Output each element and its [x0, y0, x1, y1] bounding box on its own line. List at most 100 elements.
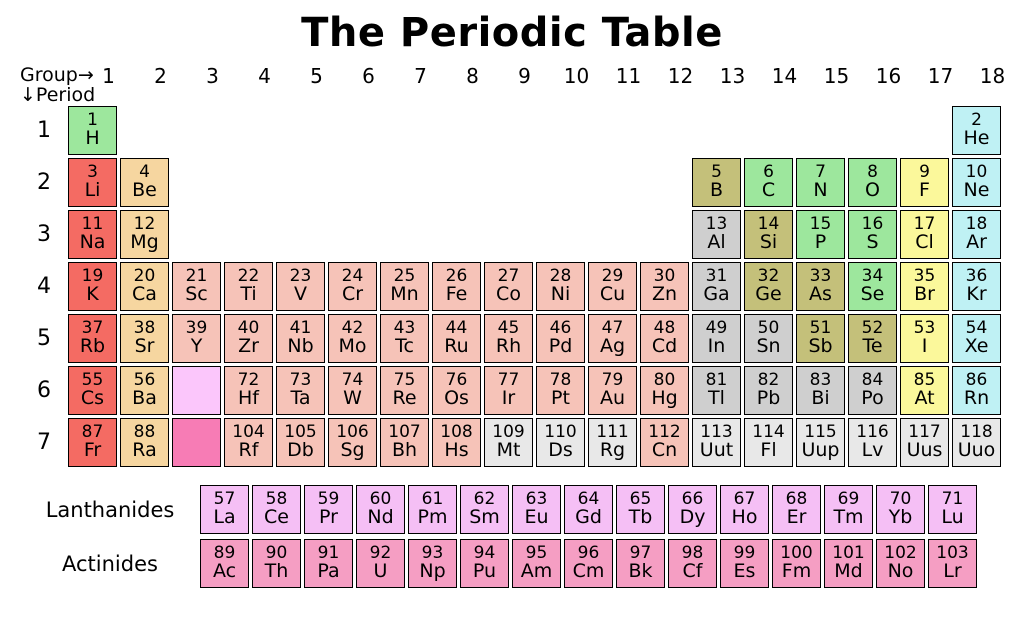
element-symbol: Sg: [340, 441, 364, 461]
period-number: 5: [20, 314, 68, 363]
empty-cell: [328, 210, 377, 259]
element-cell: 115Uup: [796, 418, 845, 467]
element-cell: 37Rb: [68, 314, 117, 363]
element-cell: 102No: [876, 539, 925, 588]
element-cell: 57La: [200, 485, 249, 534]
element-symbol: Dy: [680, 508, 706, 528]
element-symbol: Po: [861, 389, 883, 409]
element-cell: 34Se: [848, 262, 897, 311]
element-symbol: V: [294, 285, 307, 305]
element-cell: 117Uus: [900, 418, 949, 467]
element-cell: 106Sg: [328, 418, 377, 467]
element-symbol: Rf: [239, 441, 259, 461]
element-symbol: Y: [191, 337, 203, 357]
element-symbol: Al: [707, 233, 725, 253]
element-cell: 84Po: [848, 366, 897, 415]
element-symbol: Si: [760, 233, 777, 253]
element-symbol: Bh: [392, 441, 417, 461]
element-cell: 112Cn: [640, 418, 689, 467]
element-cell: 69Tm: [824, 485, 873, 534]
group-number: 1: [102, 64, 115, 88]
empty-cell: [588, 106, 637, 155]
group-number: 5: [310, 64, 323, 88]
element-cell: 109Mt: [484, 418, 533, 467]
element-cell: 108Hs: [432, 418, 481, 467]
element-cell: 52Te: [848, 314, 897, 363]
element-symbol: Pr: [319, 508, 338, 528]
element-symbol: Be: [132, 181, 157, 201]
element-cell: 110Ds: [536, 418, 585, 467]
period-row: 23Li4Be5B6C7N8O9F10Ne: [20, 158, 1004, 207]
element-cell: 21Sc: [172, 262, 221, 311]
element-symbol: F: [919, 181, 930, 201]
empty-cell: [536, 158, 585, 207]
element-cell: 111Rg: [588, 418, 637, 467]
element-symbol: Rb: [80, 337, 105, 357]
empty-cell: [224, 158, 273, 207]
element-cell: 18Ar: [952, 210, 1001, 259]
element-cell: 105Db: [276, 418, 325, 467]
element-cell: 23V: [276, 262, 325, 311]
element-symbol: Br: [914, 285, 935, 305]
element-symbol: Re: [392, 389, 416, 409]
element-cell: 71Lu: [928, 485, 977, 534]
empty-cell: [744, 106, 793, 155]
period-row: 537Rb38Sr39Y40Zr41Nb42Mo43Tc44Ru45Rh46Pd…: [20, 314, 1004, 363]
element-cell: 4Be: [120, 158, 169, 207]
element-symbol: Uup: [801, 441, 839, 461]
element-cell: 47Ag: [588, 314, 637, 363]
element-cell: 17Cl: [900, 210, 949, 259]
element-cell: 93Np: [408, 539, 457, 588]
element-cell: 62Sm: [460, 485, 509, 534]
group-number: 6: [362, 64, 375, 88]
group-number: 15: [824, 64, 849, 88]
actinide-placeholder: [172, 418, 221, 467]
element-symbol: Cr: [342, 285, 363, 305]
element-symbol: Fm: [782, 562, 811, 582]
element-cell: 25Mn: [380, 262, 429, 311]
period-text: Period: [36, 84, 95, 106]
actinides-label: Actinides: [20, 552, 200, 576]
empty-cell: [276, 106, 325, 155]
element-cell: 100Fm: [772, 539, 821, 588]
lanthanide-row: Lanthanides 57La58Ce59Pr60Nd61Pm62Sm63Eu…: [20, 485, 1004, 534]
empty-cell: [172, 210, 221, 259]
element-cell: 70Yb: [876, 485, 925, 534]
element-symbol: Lr: [943, 562, 961, 582]
element-cell: 7N: [796, 158, 845, 207]
element-cell: 2He: [952, 106, 1001, 155]
element-cell: 35Br: [900, 262, 949, 311]
element-cell: 6C: [744, 158, 793, 207]
element-cell: 11Na: [68, 210, 117, 259]
element-cell: 27Co: [484, 262, 533, 311]
element-cell: 98Cf: [668, 539, 717, 588]
lanthanides-label: Lanthanides: [20, 498, 200, 522]
element-symbol: Er: [787, 508, 807, 528]
element-symbol: Te: [862, 337, 882, 357]
element-cell: 30Zn: [640, 262, 689, 311]
element-symbol: Cl: [915, 233, 934, 253]
empty-cell: [224, 106, 273, 155]
element-cell: 19K: [68, 262, 117, 311]
empty-cell: [328, 158, 377, 207]
element-cell: 45Rh: [484, 314, 533, 363]
element-cell: 77Ir: [484, 366, 533, 415]
element-symbol: Cm: [573, 562, 605, 582]
period-number: 4: [20, 262, 68, 311]
element-cell: 33As: [796, 262, 845, 311]
element-symbol: Nb: [287, 337, 313, 357]
element-symbol: Mg: [130, 233, 158, 253]
element-cell: 101Md: [824, 539, 873, 588]
element-cell: 55Cs: [68, 366, 117, 415]
empty-cell: [432, 210, 481, 259]
element-symbol: S: [866, 233, 878, 253]
empty-cell: [536, 106, 585, 155]
element-symbol: P: [815, 233, 826, 253]
element-symbol: Ds: [548, 441, 573, 461]
empty-cell: [640, 106, 689, 155]
element-cell: 89Ac: [200, 539, 249, 588]
period-number: 7: [20, 418, 68, 467]
period-number: 1: [20, 106, 68, 155]
element-symbol: Es: [734, 562, 756, 582]
empty-cell: [848, 106, 897, 155]
